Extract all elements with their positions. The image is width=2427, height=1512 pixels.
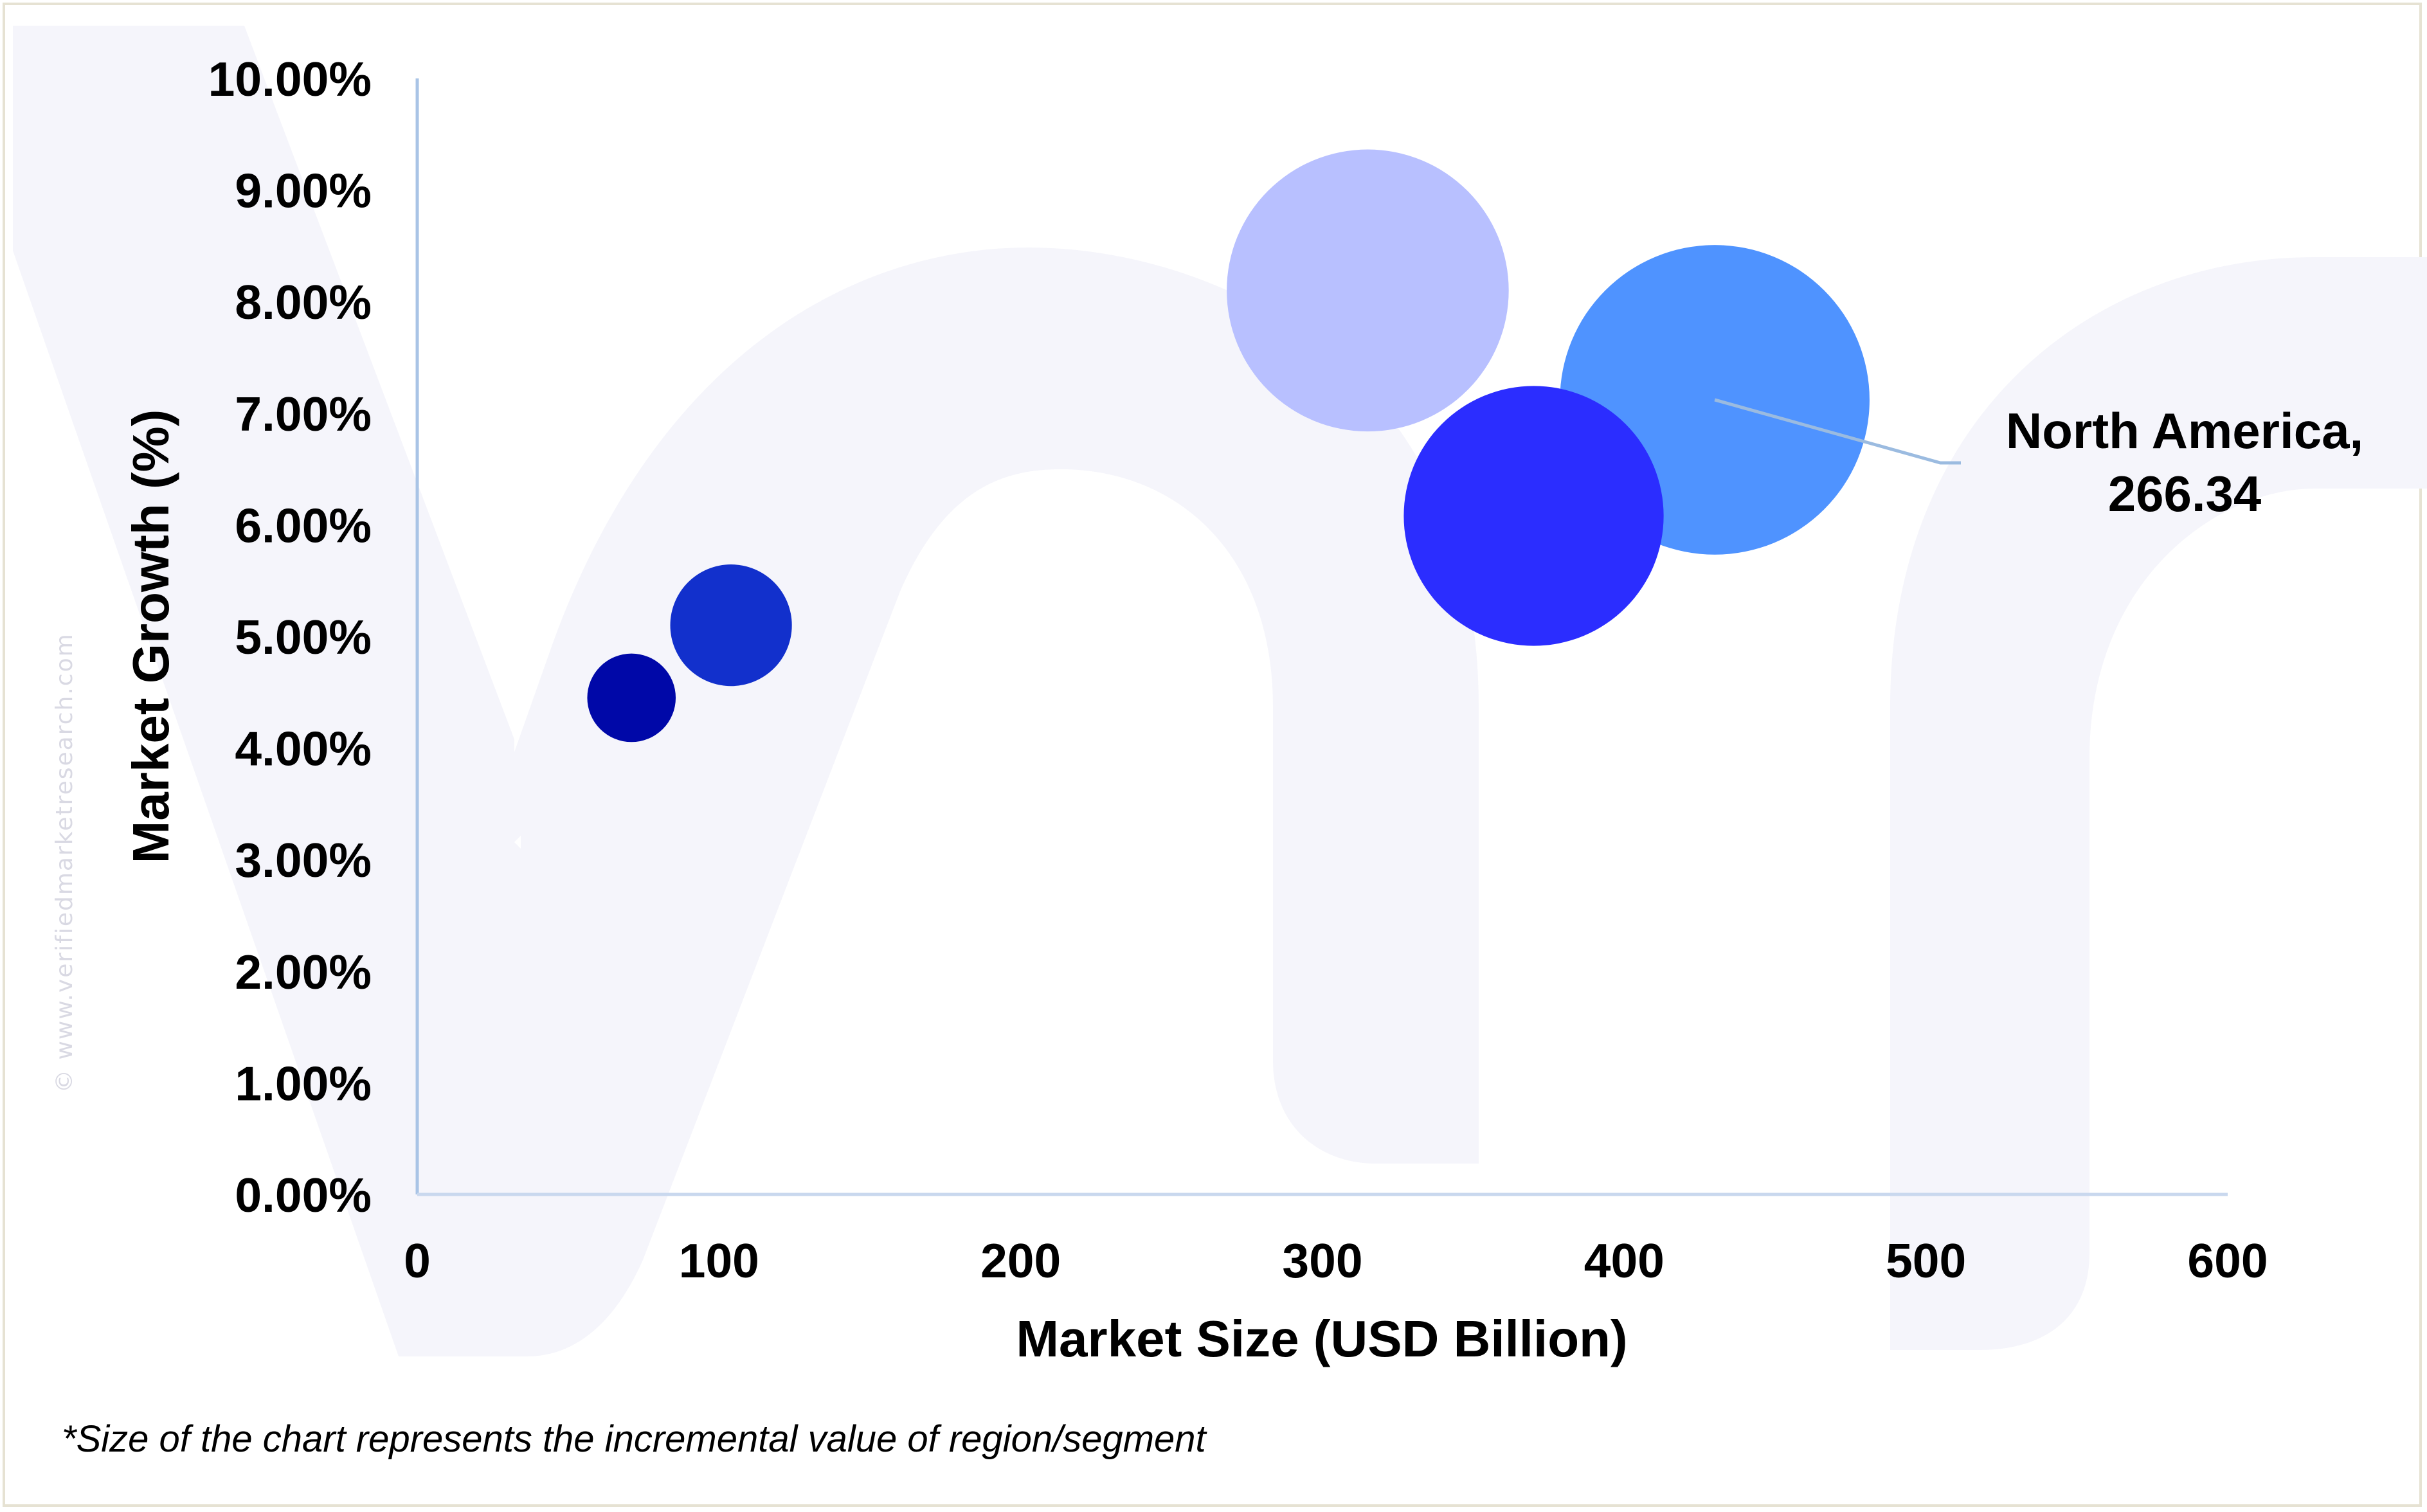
y-tick-label: 1.00% xyxy=(235,1056,372,1110)
y-tick-label: 6.00% xyxy=(235,498,372,552)
x-axis-title: Market Size (USD Billion) xyxy=(1016,1310,1627,1367)
leader-line xyxy=(1714,398,1961,465)
data-label-name: North America, xyxy=(2006,402,2363,459)
y-tick-label: 0.00% xyxy=(235,1168,372,1222)
x-tick-labels: 0 100 200 300 400 500 600 xyxy=(404,1234,2268,1288)
x-tick-label: 500 xyxy=(1886,1234,1966,1288)
x-tick-label: 0 xyxy=(404,1234,431,1288)
footnote: *Size of the chart represents the increm… xyxy=(62,1418,1206,1460)
x-tick-label: 100 xyxy=(679,1234,759,1288)
bubbles xyxy=(587,149,1870,742)
watermark-logo xyxy=(13,26,2427,1356)
y-tick-label: 2.00% xyxy=(235,945,372,999)
y-tick-label: 7.00% xyxy=(235,387,372,441)
y-tick-label: 5.00% xyxy=(235,610,372,664)
data-label-value: 266.34 xyxy=(2108,465,2262,522)
x-tick-label: 200 xyxy=(980,1234,1061,1288)
x-tick-label: 600 xyxy=(2187,1234,2268,1288)
watermark-text: © www.verifiedmarketresearch.com xyxy=(51,633,78,1093)
watermark-logo-v xyxy=(13,26,1479,1356)
annotation: North America, 266.34 xyxy=(1714,398,2363,522)
y-tick-label: 3.00% xyxy=(235,833,372,887)
bubble-point xyxy=(587,653,676,742)
y-tick-labels: 0.00% 1.00% 2.00% 3.00% 4.00% 5.00% 6.00% 7.00%… xyxy=(208,52,372,1222)
watermark-logo-r xyxy=(1890,257,2427,1350)
bubble-point xyxy=(670,564,792,687)
x-tick-label: 300 xyxy=(1282,1234,1362,1288)
bubble-point xyxy=(1227,149,1509,432)
y-tick-label: 9.00% xyxy=(235,164,372,218)
y-axis-title: Market Growth (%) xyxy=(122,410,179,864)
y-tick-label: 10.00% xyxy=(208,52,372,106)
axes xyxy=(415,78,2228,1196)
y-tick-label: 8.00% xyxy=(235,275,372,329)
bubble-point xyxy=(1403,386,1664,646)
y-tick-label: 4.00% xyxy=(235,722,372,776)
x-tick-label: 400 xyxy=(1584,1234,1665,1288)
